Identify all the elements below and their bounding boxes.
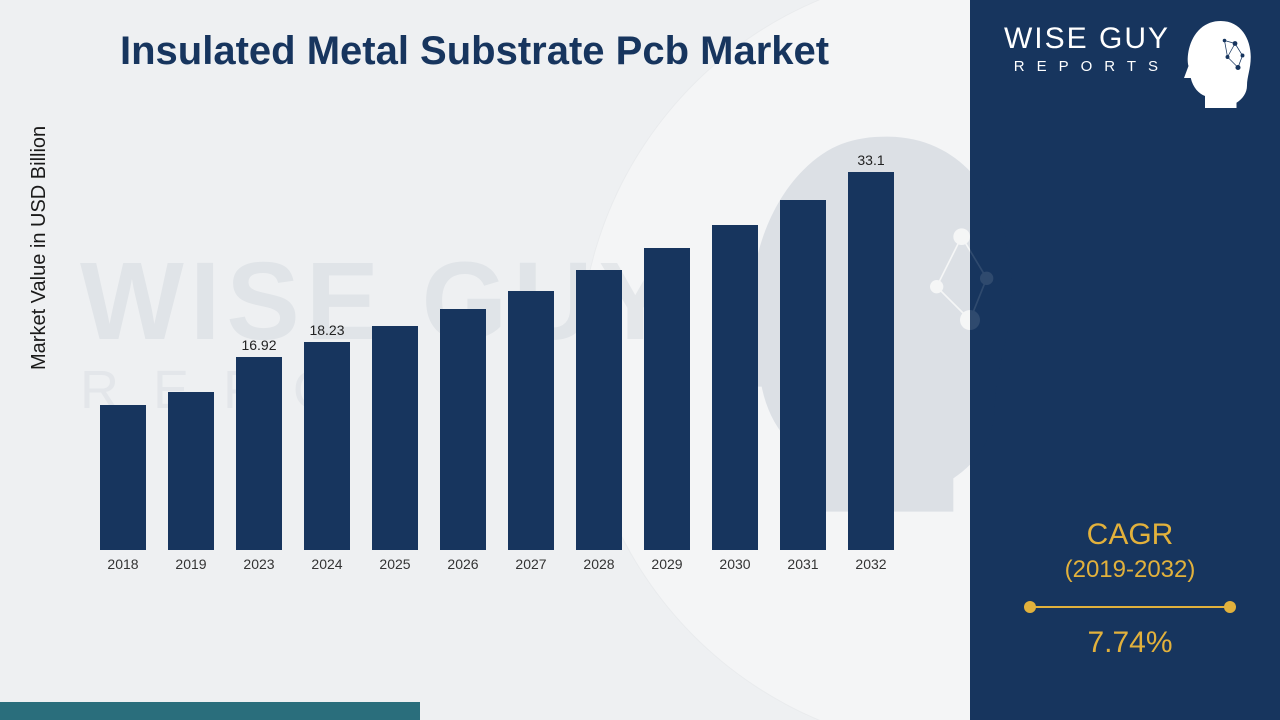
- cagr-title: CAGR: [1020, 518, 1240, 552]
- x-tick-label: 2031: [780, 556, 826, 572]
- x-tick-label: 2028: [576, 556, 622, 572]
- bar: [712, 225, 758, 550]
- bar-slot: 16.92: [236, 150, 282, 550]
- cagr-range: (2019-2032): [1020, 556, 1240, 584]
- x-tick-label: 2027: [508, 556, 554, 572]
- page-title: Insulated Metal Substrate Pcb Market: [120, 28, 829, 74]
- x-tick-label: 2025: [372, 556, 418, 572]
- x-tick-label: 2026: [440, 556, 486, 572]
- bar: [780, 200, 826, 550]
- x-axis-labels: 2018 2019 2023 2024 2025 2026 2027 2028 2029 2030…: [100, 550, 910, 590]
- bar-slot: [644, 150, 690, 550]
- chart-plot-area: 16.92 18.23 33.1: [100, 150, 910, 550]
- bar-slot: [100, 150, 146, 550]
- bar: [304, 342, 350, 550]
- logo-line1: WISE GUY: [1004, 22, 1170, 56]
- bar: [644, 248, 690, 550]
- bar-slot: [508, 150, 554, 550]
- x-tick-label: 2018: [100, 556, 146, 572]
- bar: [372, 326, 418, 550]
- cagr-separator: [1030, 606, 1230, 608]
- bar-value-label: 16.92: [236, 337, 282, 353]
- bar-slot: [576, 150, 622, 550]
- bar-slot: [440, 150, 486, 550]
- bar-value-label: 33.1: [848, 152, 894, 168]
- x-tick-label: 2029: [644, 556, 690, 572]
- bar: [576, 270, 622, 550]
- bottom-accent-strip: [0, 702, 420, 720]
- bar: [848, 172, 894, 550]
- bar-slot: 33.1: [848, 150, 894, 550]
- bar-slot: [780, 150, 826, 550]
- bar: [508, 291, 554, 550]
- brand-logo: WISE GUY REPORTS: [1004, 22, 1254, 75]
- x-tick-label: 2019: [168, 556, 214, 572]
- logo-line2: REPORTS: [1004, 58, 1170, 75]
- bar-chart: 16.9218.2333.1 2018201920232024202520262…: [100, 150, 910, 590]
- bar-slot: [372, 150, 418, 550]
- x-tick-label: 2024: [304, 556, 350, 572]
- bar: [440, 309, 486, 550]
- bar-slot: [168, 150, 214, 550]
- x-tick-label: 2032: [848, 556, 894, 572]
- cagr-value: 7.74%: [1020, 626, 1240, 660]
- x-tick-label: 2023: [236, 556, 282, 572]
- bar: [236, 357, 282, 550]
- bar-slot: [712, 150, 758, 550]
- bar-value-label: 18.23: [304, 322, 350, 338]
- infographic-canvas: WISE GUY REPORTS Insulated Metal Substra…: [0, 0, 1280, 720]
- bar-slot: 18.23: [304, 150, 350, 550]
- y-axis-label: Market Value in USD Billion: [28, 126, 51, 370]
- cagr-block: CAGR (2019-2032) 7.74%: [1020, 518, 1240, 660]
- bar: [100, 405, 146, 550]
- x-tick-label: 2030: [712, 556, 758, 572]
- bar: [168, 392, 214, 550]
